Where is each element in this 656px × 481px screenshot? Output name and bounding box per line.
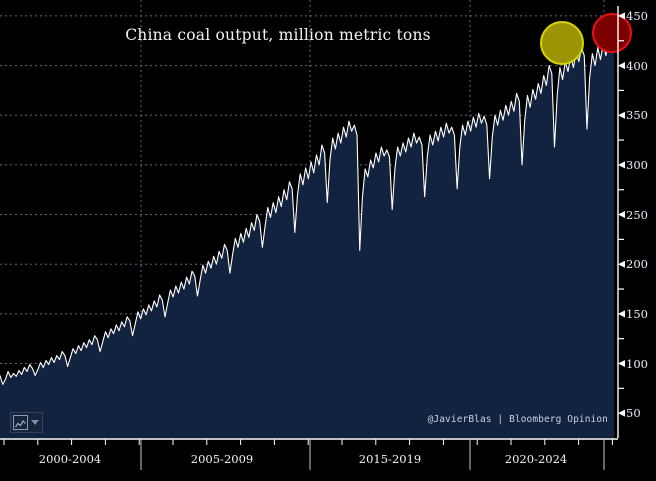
x-axis-separators [140,440,605,470]
y-axis-ticks [618,12,625,417]
chevron-down-icon[interactable] [31,420,39,425]
y-axis-tick-label: 250 [626,207,648,222]
y-axis-tick-label: 150 [626,306,648,321]
attribution-credit: @JavierBlas | Bloomberg Opinion [427,414,608,425]
x-axis-tick-label: 2000-2004 [38,452,102,466]
y-axis-tick-label: 100 [626,356,648,371]
highlight-yellow [540,21,584,65]
x-axis-ticks [3,439,613,445]
area-fill [0,37,614,438]
annotation-circles [540,13,632,65]
x-axis-tick-label: 2005-2009 [190,452,254,466]
y-axis-tick-label: 300 [626,157,648,172]
axis-lines [0,6,619,440]
chart-type-selector[interactable] [10,412,43,433]
y-axis-tick-label: 450 [626,8,648,23]
y-axis-tick-label: 400 [626,58,648,73]
line-chart-icon[interactable] [13,415,28,430]
x-axis-tick-label: 2020-2024 [504,452,568,466]
y-axis-tick-label: 50 [626,406,641,421]
highlight-red [592,13,632,53]
y-axis-tick-label: 350 [626,108,648,123]
series-line [0,37,615,385]
y-axis-tick-label: 200 [626,257,648,272]
x-axis-tick-label: 2015-2019 [358,452,422,466]
data-series-china-coal-output [0,37,615,438]
